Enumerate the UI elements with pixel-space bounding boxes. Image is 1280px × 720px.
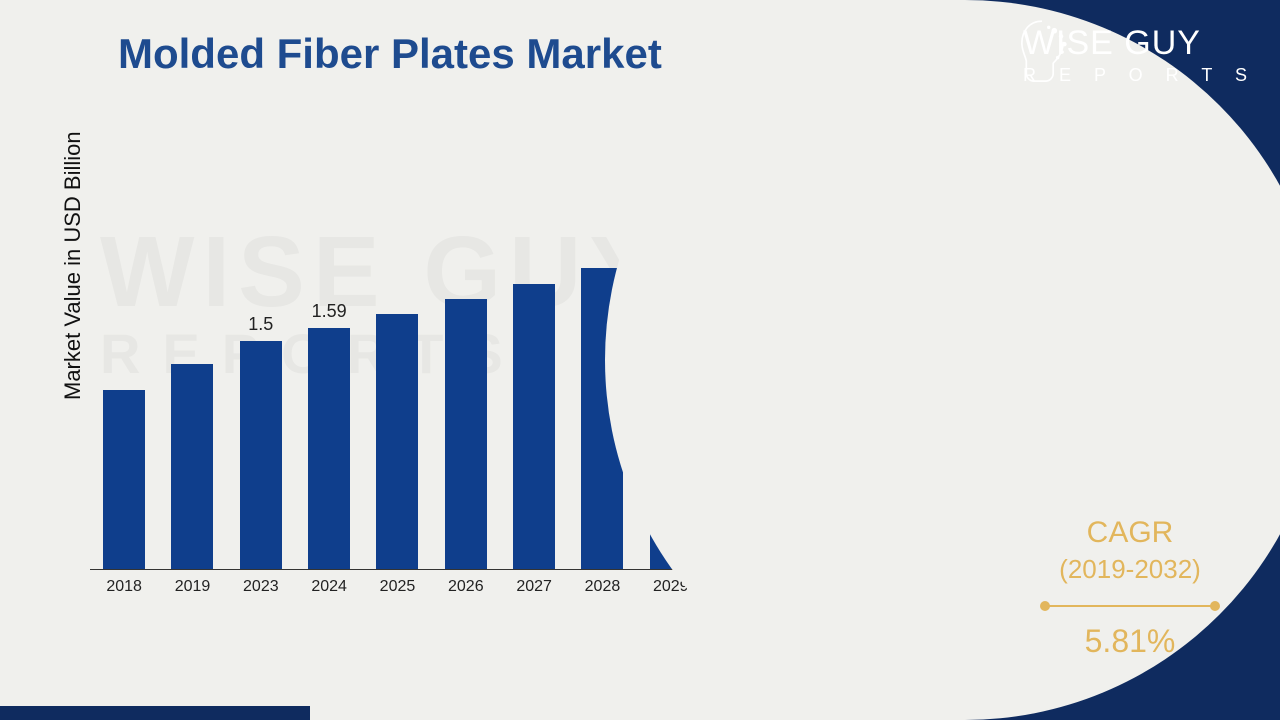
cagr-label: CAGR [1020,516,1240,550]
bar [240,341,282,569]
bar [103,390,145,569]
y-axis-label: Market Value in USD Billion [60,131,86,400]
right-panel: WISE GUY R E P O R T S CAGR (2019-2032) … [965,0,1280,720]
bar [445,299,487,569]
x-axis-tick-label: 2028 [568,578,636,602]
cagr-period: (2019-2032) [1020,554,1240,585]
cagr-divider [1045,605,1215,607]
x-axis-tick-label: 2023 [227,578,295,602]
bar-slot [363,314,431,569]
bar-slot: 1.59 [295,328,363,569]
x-axis-tick-label: 2027 [500,578,568,602]
bar-value-label: 1.59 [312,301,347,322]
bar-slot [432,299,500,569]
x-axis-tick-label: 2026 [432,578,500,602]
bar [376,314,418,569]
brand-logo: WISE GUY R E P O R T S [1023,24,1256,86]
brand-subline: R E P O R T S [1023,65,1256,86]
bar-slot: 1.5 [227,341,295,569]
x-axis-tick-label: 2025 [363,578,431,602]
bar-slot [158,364,226,569]
bar [513,284,555,569]
x-axis-tick-label: 2018 [90,578,158,602]
x-axis-tick-label: 2024 [295,578,363,602]
bar-slot [90,390,158,569]
chart-title: Molded Fiber Plates Market [118,30,662,78]
bar-slot [500,284,568,569]
x-axis-tick-label: 2019 [158,578,226,602]
cagr-block: CAGR (2019-2032) 5.81% [1020,516,1240,660]
bar-value-label: 1.5 [248,314,273,335]
bar [171,364,213,569]
brand-name: WISE GUY [1023,24,1256,63]
bar [308,328,350,569]
cagr-value: 5.81% [1020,623,1240,660]
bottom-accent-strip [0,706,310,720]
